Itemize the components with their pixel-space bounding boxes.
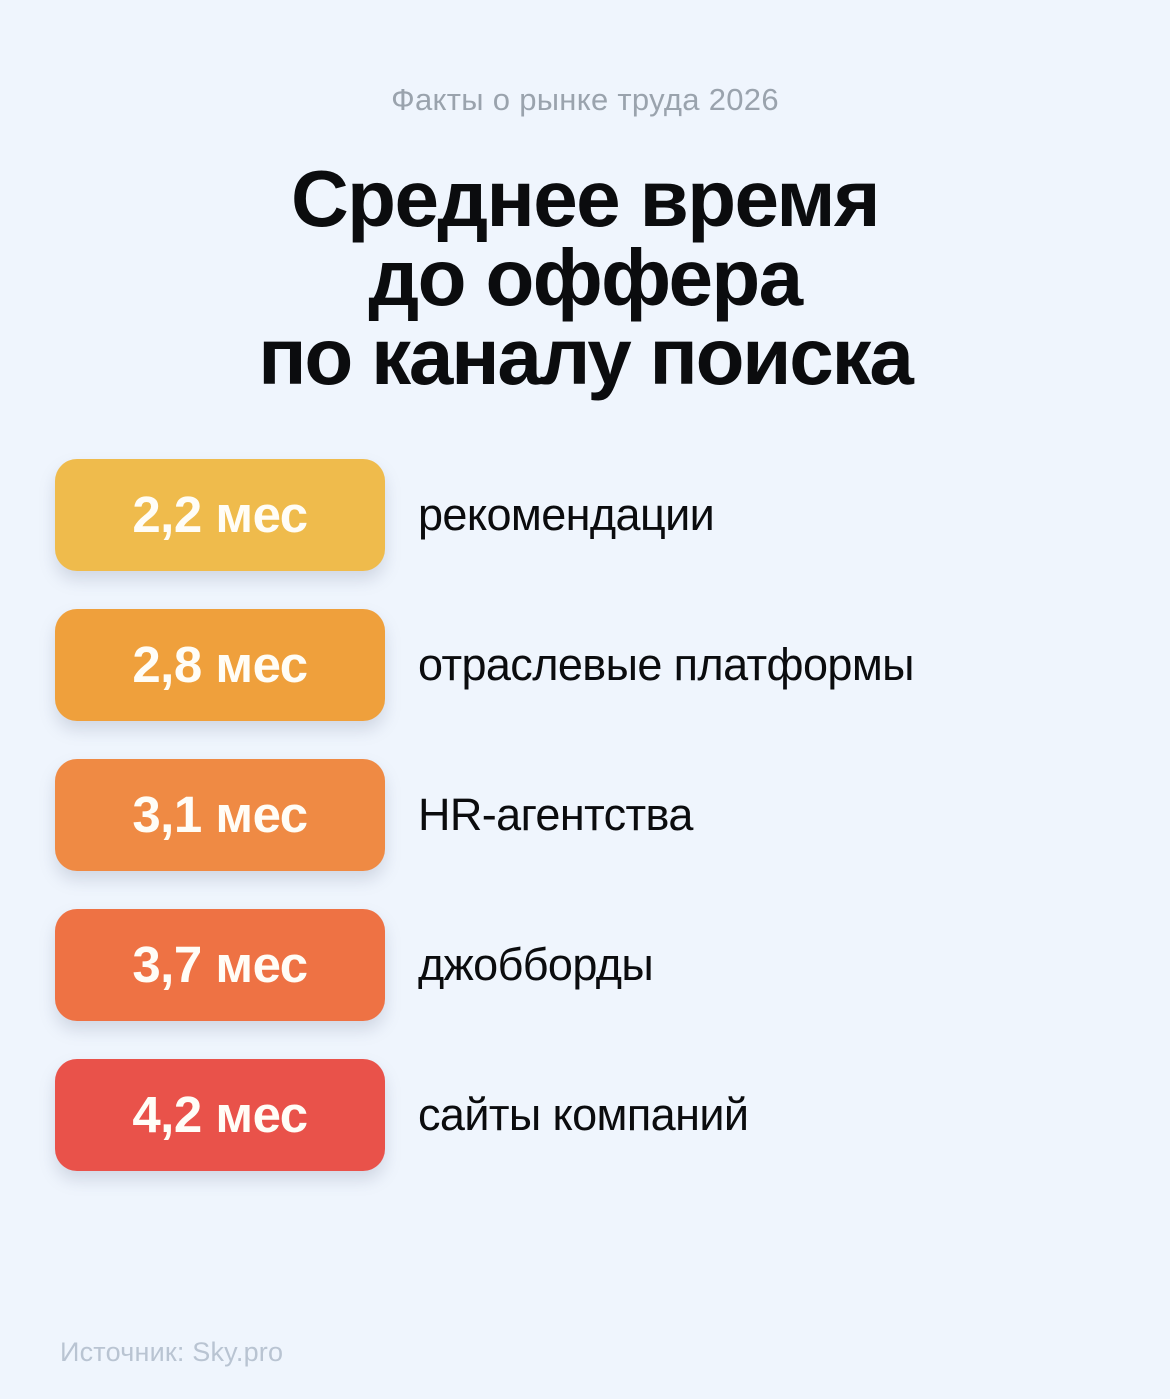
title-line-1: Среднее время bbox=[291, 154, 881, 243]
source-note: Источник: Sky.pro bbox=[60, 1337, 284, 1367]
value-pill: 2,8 мес bbox=[55, 608, 385, 721]
title-line-3: по каналу поиска bbox=[258, 312, 914, 402]
title-line-2: до оффера bbox=[368, 233, 803, 323]
value-pill: 3,1 мес bbox=[55, 758, 385, 871]
category-label: рекомендации bbox=[418, 489, 715, 541]
category-label: отраслевые платформы bbox=[418, 639, 915, 691]
data-row: 3,7 мес джобборды bbox=[55, 908, 1170, 1021]
page-title: Среднее время до оффера по каналу поиска bbox=[0, 154, 1170, 402]
data-row: 4,2 мес сайты компаний bbox=[55, 1058, 1170, 1171]
category-label: HR-агентства bbox=[418, 789, 693, 841]
data-row: 2,2 мес рекомендации bbox=[55, 458, 1170, 571]
value-pill: 3,7 мес bbox=[55, 908, 385, 1021]
data-row: 2,8 мес отраслевые платформы bbox=[55, 608, 1170, 721]
value-pill: 4,2 мес bbox=[55, 1058, 385, 1171]
value-pill: 2,2 мес bbox=[55, 458, 385, 571]
category-label: джобборды bbox=[418, 939, 654, 991]
category-label: сайты компаний bbox=[418, 1089, 749, 1141]
data-row: 3,1 мес HR-агентства bbox=[55, 758, 1170, 871]
data-row-list: 2,2 мес рекомендации 2,8 мес отраслевые … bbox=[0, 458, 1170, 1171]
kicker-text: Факты о рынке труда 2026 bbox=[391, 82, 779, 117]
